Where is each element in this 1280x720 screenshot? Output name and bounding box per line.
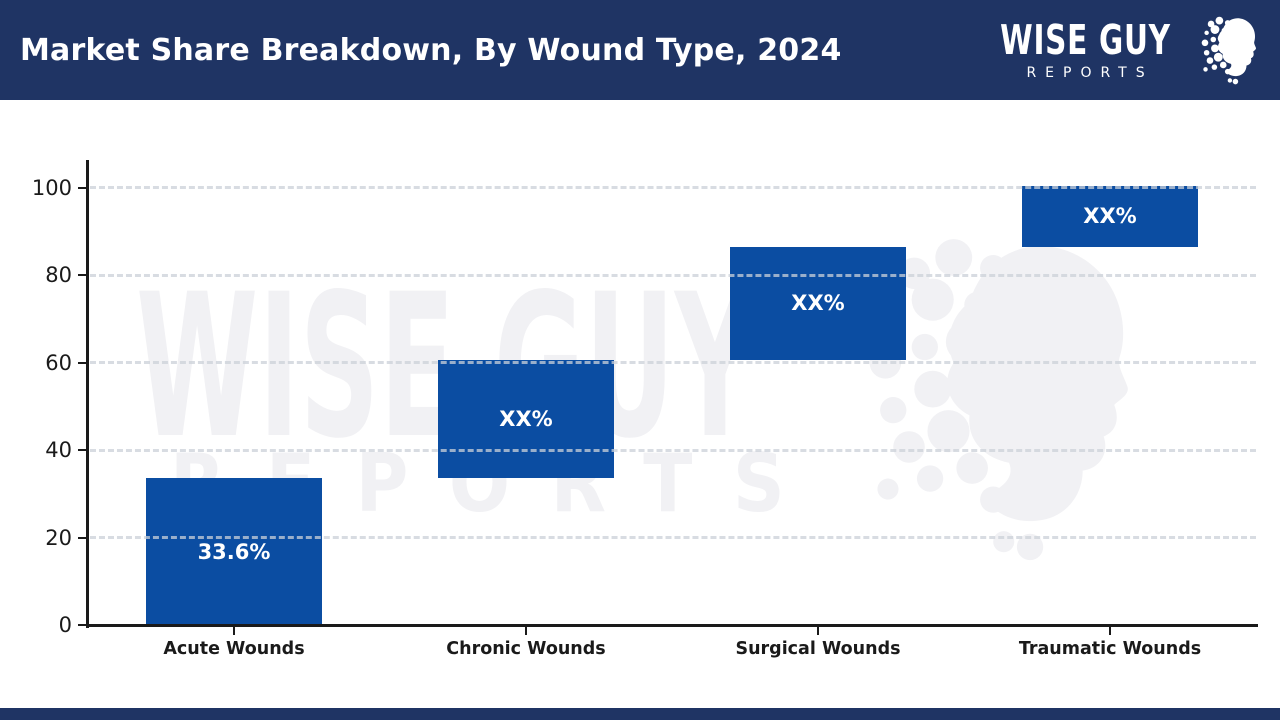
gridline-80 [90,273,1256,277]
y-tick [78,274,86,276]
dotted-head-logo-icon [1200,12,1262,88]
bar-acute-wounds [146,478,322,625]
y-tick [78,449,86,451]
y-tick-label: 80 [45,263,72,287]
gridline-60 [90,361,1256,364]
y-tick [78,536,86,539]
header-bar: Market Share Breakdown, By Wound Type, 2… [0,0,1280,100]
x-axis-line [86,624,1258,627]
x-tick [1109,627,1111,635]
logo-subtitle: REPORTS [1026,65,1154,81]
y-axis-line [86,160,89,628]
y-tick-label: 20 [45,525,72,550]
logo-text: WISE GUY REPORTS [967,16,1204,81]
x-category-label-chronic-wounds: Chronic Wounds [446,639,606,659]
bar-value-label-chronic-wounds: XX% [499,406,553,431]
y-tick-label: 60 [45,350,72,375]
bar-chronic-wounds [438,359,614,478]
footer-bar [0,708,1280,720]
bar-value-label-traumatic-wounds: XX% [1083,204,1137,229]
y-tick-label: 100 [31,175,72,200]
logo-wordmark: WISE GUY [1000,16,1171,64]
y-tick [78,186,86,189]
x-tick [233,627,235,635]
y-tick [78,361,86,364]
x-tick [525,627,527,635]
wise-guy-logo: WISE GUY REPORTS [967,12,1262,88]
x-category-label-acute-wounds: Acute Wounds [163,639,305,659]
y-tick [78,624,86,626]
bar-value-label-acute-wounds: 33.6% [197,539,271,564]
gridline-40 [90,448,1256,452]
y-tick-label: 40 [45,438,72,462]
bar-traumatic-wounds [1022,185,1198,247]
chart-title: Market Share Breakdown, By Wound Type, 2… [20,32,842,68]
x-category-label-traumatic-wounds: Traumatic Wounds [1018,639,1202,659]
bar-surgical-wounds [730,247,906,360]
y-tick-label: 0 [58,613,72,637]
bar-value-label-surgical-wounds: XX% [791,291,845,316]
x-tick [817,627,819,635]
x-category-label-surgical-wounds: Surgical Wounds [735,639,901,659]
